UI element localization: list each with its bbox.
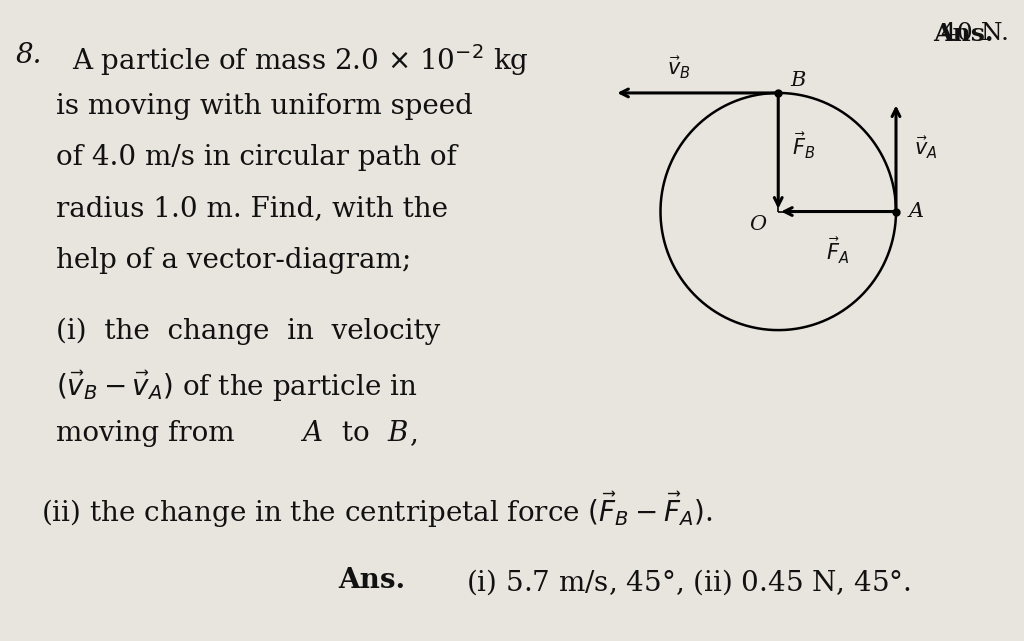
Text: (i) 5.7 m/s, 45$\degree$, (ii) 0.45 N, 45$\degree$.: (i) 5.7 m/s, 45$\degree$, (ii) 0.45 N, 4… (466, 567, 910, 597)
Text: to: to (333, 420, 378, 447)
Text: O: O (749, 215, 766, 234)
Text: A: A (908, 202, 924, 221)
Text: radius 1.0 m. Find, with the: radius 1.0 m. Find, with the (56, 196, 449, 222)
Text: is moving with uniform speed: is moving with uniform speed (56, 93, 473, 120)
Text: B: B (387, 420, 408, 447)
Text: $(\vec{v}_B - \vec{v}_A)$ of the particle in: $(\vec{v}_B - \vec{v}_A)$ of the particl… (56, 369, 418, 404)
Text: 8.: 8. (15, 42, 42, 69)
Text: 40 N.: 40 N. (933, 22, 1009, 46)
Text: B: B (791, 71, 806, 90)
Text: $\vec{v}_B$: $\vec{v}_B$ (668, 55, 691, 81)
Text: $\vec{v}_A$: $\vec{v}_A$ (914, 134, 938, 161)
Text: $\vec{F}_A$: $\vec{F}_A$ (825, 236, 849, 266)
Text: Ans.: Ans. (338, 567, 406, 594)
Text: A particle of mass 2.0 $\times$ 10$^{-2}$ kg: A particle of mass 2.0 $\times$ 10$^{-2}… (72, 42, 528, 78)
Text: (i)  the  change  in  velocity: (i) the change in velocity (56, 317, 440, 345)
Text: ,: , (410, 420, 419, 447)
Text: moving from: moving from (56, 420, 244, 447)
Text: $\vec{F}_B$: $\vec{F}_B$ (792, 131, 815, 161)
Text: (ii) the change in the centripetal force $(\vec{F}_B - \vec{F}_A)$.: (ii) the change in the centripetal force… (41, 490, 713, 531)
Text: A: A (302, 420, 323, 447)
Text: of 4.0 m/s in circular path of: of 4.0 m/s in circular path of (56, 144, 457, 171)
Text: Ans.: Ans. (933, 22, 993, 46)
Text: help of a vector-diagram;: help of a vector-diagram; (56, 247, 412, 274)
